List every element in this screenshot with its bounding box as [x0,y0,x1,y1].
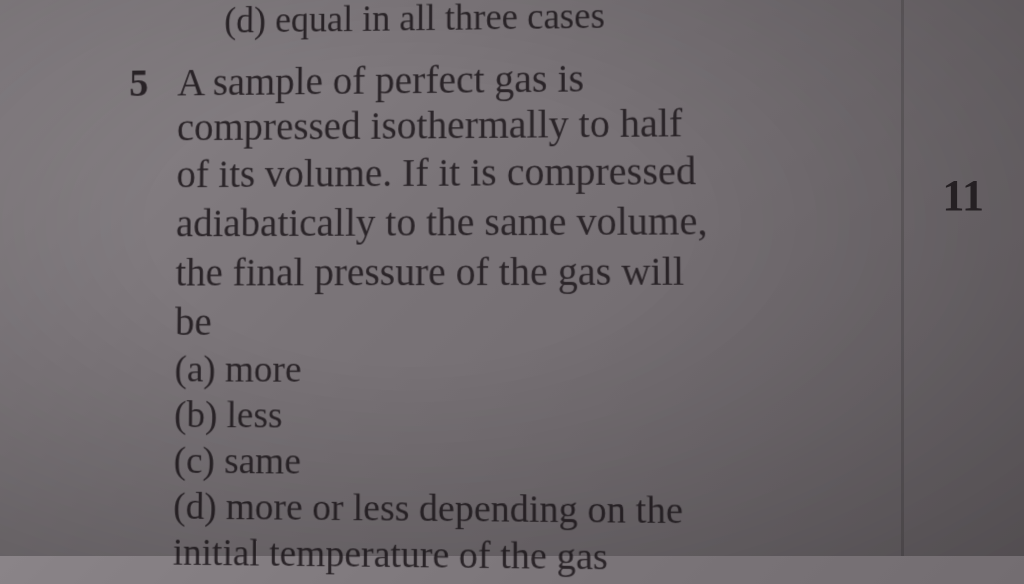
option-a: (a) more [174,348,301,392]
page-edge [901,0,904,556]
option-b: (b) less [174,393,283,437]
question-line-4: adiabatically to the same volume, [176,197,708,246]
question-line-1: A sample of perfect gas is [177,55,584,105]
previous-option-d: (d) equal in all three cases [224,0,605,42]
question-number: 5 [129,60,149,106]
question-line-5: the final pressure of the gas will [175,248,684,296]
page-number: 11 [942,170,984,221]
question-line-2: compressed isothermally to half [177,99,683,150]
question-line-3: of its volume. If it is compressed [176,147,696,197]
textbook-page: (d) equal in all three cases 5 A sample … [8,0,1024,564]
option-c: (c) same [173,439,301,484]
question-line-6: be [175,298,212,344]
cutoff-line: initial temperature of the gas [173,531,608,580]
option-d: (d) more or less depending on the [173,485,683,534]
